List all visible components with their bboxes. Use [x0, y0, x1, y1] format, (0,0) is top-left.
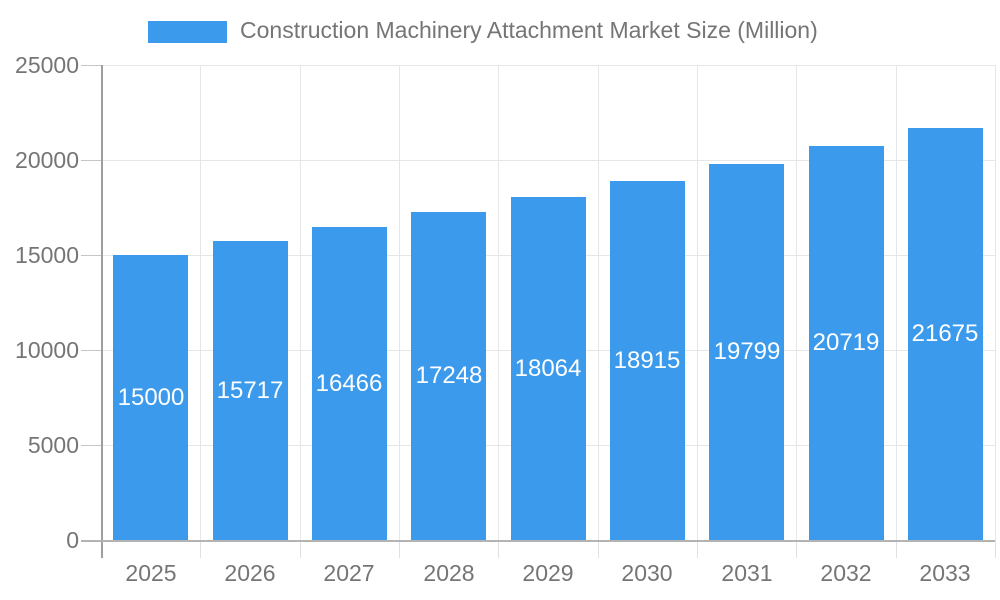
- y-tick-label: 25000: [15, 52, 79, 78]
- y-axis-line: [101, 65, 103, 558]
- gridline-vertical: [995, 65, 996, 540]
- legend-label: Construction Machinery Attachment Market…: [240, 17, 818, 43]
- y-tick-label: 5000: [27, 432, 79, 458]
- bar: [809, 146, 884, 540]
- bar-value-label: 16466: [315, 370, 383, 397]
- y-axis-tick: [81, 255, 101, 256]
- x-tick-label: 2032: [820, 560, 872, 586]
- x-tick-label: 2025: [125, 560, 177, 586]
- x-axis-tick: [796, 540, 797, 558]
- bar: [312, 227, 387, 540]
- legend-swatch: [148, 21, 227, 43]
- y-tick-label: 0: [66, 527, 79, 553]
- gridline-vertical: [796, 65, 797, 540]
- bar: [709, 164, 784, 540]
- bar: [411, 212, 486, 540]
- bar-value-label: 15000: [117, 384, 185, 411]
- x-axis-tick: [300, 540, 301, 558]
- bar-value-label: 17248: [415, 362, 483, 389]
- bar-value-label: 15717: [216, 377, 284, 404]
- gridline-vertical: [498, 65, 499, 540]
- x-axis-tick: [200, 540, 201, 558]
- y-tick-label: 15000: [15, 242, 79, 268]
- bar: [113, 255, 188, 540]
- bar: [908, 128, 983, 540]
- gridline-vertical: [399, 65, 400, 540]
- x-tick-label: 2031: [721, 560, 773, 586]
- y-axis-tick: [81, 445, 101, 446]
- gridline-vertical: [896, 65, 897, 540]
- y-tick-label: 20000: [15, 147, 79, 173]
- x-axis-tick: [598, 540, 599, 558]
- x-axis-tick: [995, 540, 996, 558]
- gridline-vertical: [300, 65, 301, 540]
- bar-value-label: 19799: [713, 338, 781, 365]
- gridline-vertical: [200, 65, 201, 540]
- bar: [511, 197, 586, 540]
- gridline-horizontal: [101, 160, 995, 161]
- bar-value-label: 21675: [911, 320, 979, 347]
- y-tick-label: 10000: [15, 337, 79, 363]
- gridline-horizontal: [101, 65, 995, 66]
- x-tick-label: 2030: [621, 560, 673, 586]
- x-tick-label: 2026: [224, 560, 276, 586]
- x-tick-label: 2029: [522, 560, 574, 586]
- y-axis-tick: [81, 65, 101, 66]
- x-tick-label: 2027: [323, 560, 375, 586]
- x-tick-label: 2033: [919, 560, 971, 586]
- bar-value-label: 18915: [613, 347, 681, 374]
- gridline-vertical: [697, 65, 698, 540]
- y-axis-tick: [81, 160, 101, 161]
- bar-value-label: 20719: [812, 329, 880, 356]
- x-axis-tick: [697, 540, 698, 558]
- gridline-vertical: [598, 65, 599, 540]
- x-axis-tick: [498, 540, 499, 558]
- x-axis-line: [81, 540, 995, 542]
- x-axis-tick: [399, 540, 400, 558]
- bar-value-label: 18064: [514, 355, 582, 382]
- bar: [213, 241, 288, 540]
- x-tick-label: 2028: [423, 560, 475, 586]
- y-axis-tick: [81, 350, 101, 351]
- x-axis-tick: [896, 540, 897, 558]
- bar: [610, 181, 685, 540]
